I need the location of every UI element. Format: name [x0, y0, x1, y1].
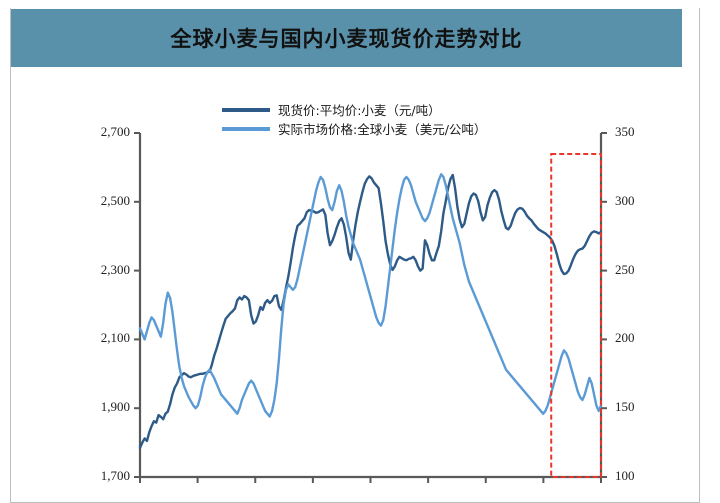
y-axis-label-left: 2,300 [100, 261, 130, 277]
y-axis-label-right: 250 [615, 261, 635, 277]
y-axis-label-left: 1,700 [100, 468, 130, 483]
legend-label-global: 实际市场价格:全球小麦（美元/公吨） [278, 122, 487, 137]
series-line-domestic [138, 173, 603, 449]
chart-title-bar: 全球小麦与国内小麦现货价走势对比 [11, 9, 682, 67]
page-title: 全球小麦与国内小麦现货价走势对比 [170, 27, 523, 51]
y-axis-label-left: 2,500 [100, 192, 130, 208]
y-axis-label-right: 350 [615, 124, 635, 139]
y-axis-label-right: 150 [615, 399, 635, 415]
series-line-global [138, 173, 603, 418]
y-axis-label-left: 2,700 [100, 124, 130, 139]
legend-swatch-global [222, 126, 270, 131]
legend-swatch-domestic [222, 107, 270, 112]
y-axis-label-right: 300 [615, 192, 635, 208]
y-axis-label-right: 100 [615, 468, 635, 483]
y-axis-label-right: 200 [615, 330, 635, 346]
y-axis-label-left: 1,900 [100, 399, 130, 415]
figure-frame [10, 8, 700, 503]
chart-legend: 现货价:平均价:小麦（元/吨） 实际市场价格:全球小麦（美元/公吨） [222, 100, 582, 138]
legend-item-global: 实际市场价格:全球小麦（美元/公吨） [222, 119, 582, 138]
legend-label-domestic: 现货价:平均价:小麦（元/吨） [278, 103, 441, 118]
legend-item-domestic: 现货价:平均价:小麦（元/吨） [222, 100, 582, 119]
y-axis-label-left: 2,100 [100, 330, 130, 346]
highlight-box [550, 153, 602, 478]
